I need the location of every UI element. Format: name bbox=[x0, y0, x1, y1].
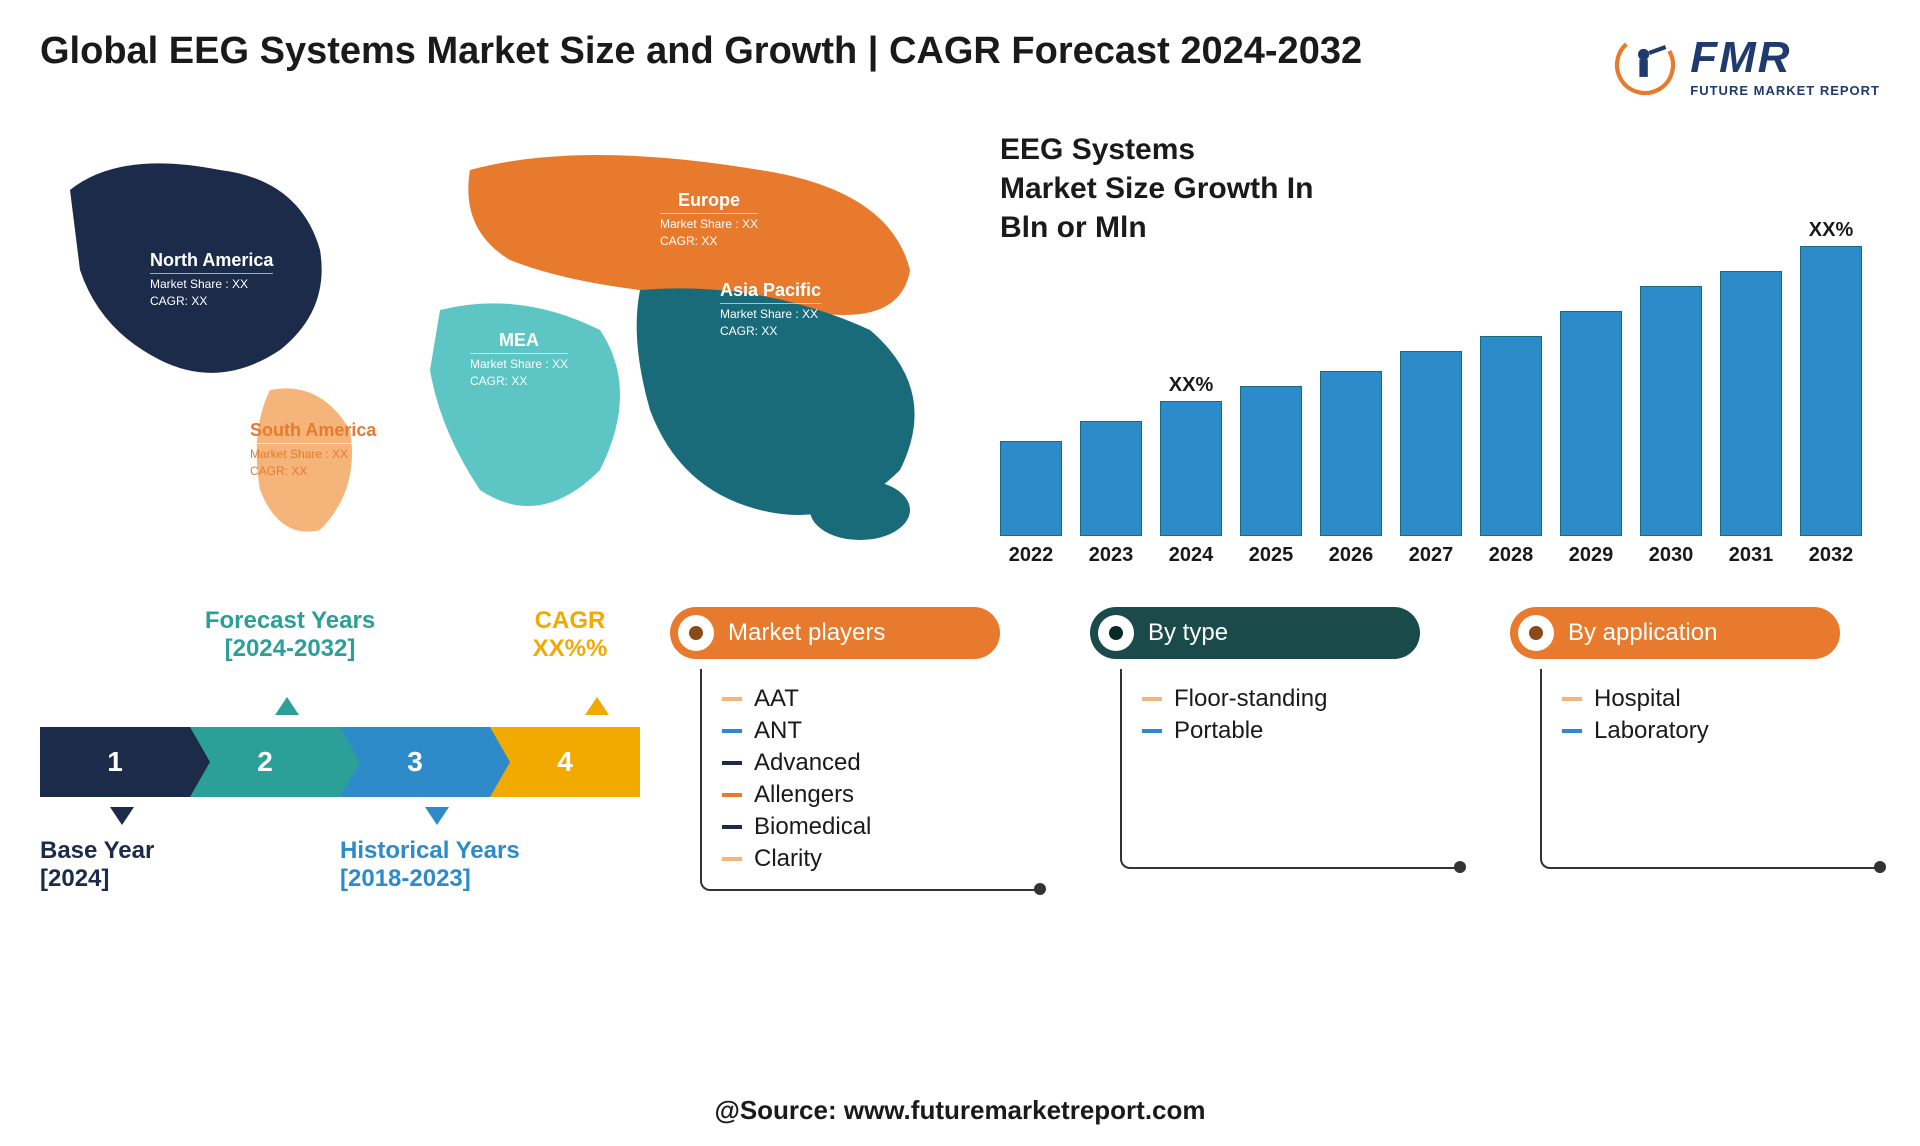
forecast-arrow-icon bbox=[275, 697, 299, 715]
category-market-players: Market players AAT ANT Advanced Allengers Bi… bbox=[670, 607, 1040, 891]
base-year-label: Base Year [2024] bbox=[40, 837, 154, 893]
category-header: Market players bbox=[670, 607, 1000, 659]
category-header: By application bbox=[1510, 607, 1840, 659]
fmr-logo-icon bbox=[1610, 30, 1680, 100]
bar-2022: 2022 bbox=[1000, 441, 1062, 567]
timeline-seg-2: 2 bbox=[190, 727, 340, 797]
base-arrow-icon bbox=[110, 807, 134, 825]
timeline-seg-1: 1 bbox=[40, 727, 190, 797]
bar-2029: 2029 bbox=[1560, 311, 1622, 567]
list-item: AAT bbox=[722, 685, 1040, 713]
list-item: ANT bbox=[722, 717, 1040, 745]
list-item: Laboratory bbox=[1562, 717, 1880, 745]
bar-2027: 2027 bbox=[1400, 351, 1462, 567]
bar-2030: 2030 bbox=[1640, 286, 1702, 567]
category-by-type: By type Floor-standing Portable bbox=[1090, 607, 1460, 891]
map-region-south-america: South AmericaMarket Share : XXCAGR: XX bbox=[250, 420, 376, 480]
bar-2025: 2025 bbox=[1240, 386, 1302, 567]
list-item: Portable bbox=[1142, 717, 1460, 745]
list-item: Biomedical bbox=[722, 813, 1040, 841]
logo: FMR FUTURE MARKET REPORT bbox=[1610, 30, 1880, 100]
bar-2031: 2031 bbox=[1720, 271, 1782, 567]
chart-title: EEG Systems Market Size Growth In Bln or… bbox=[1000, 130, 1880, 247]
map-region-north-america: North AmericaMarket Share : XXCAGR: XX bbox=[150, 250, 273, 310]
historical-label: Historical Years [2018-2023] bbox=[340, 837, 520, 893]
map-region-europe: EuropeMarket Share : XXCAGR: XX bbox=[660, 190, 758, 250]
timeline-seg-3: 3 bbox=[340, 727, 490, 797]
bar-2028: 2028 bbox=[1480, 336, 1542, 567]
map-region-asia-pacific: Asia PacificMarket Share : XXCAGR: XX bbox=[720, 280, 821, 340]
bar-chart: EEG Systems Market Size Growth In Bln or… bbox=[1000, 130, 1880, 567]
cagr-label: CAGR XX%% bbox=[500, 607, 640, 663]
list-item: Floor-standing bbox=[1142, 685, 1460, 713]
bar-2023: 2023 bbox=[1080, 421, 1142, 567]
timeline-seg-4: 4 bbox=[490, 727, 640, 797]
source-text: @Source: www.futuremarketreport.com bbox=[714, 1095, 1205, 1126]
bar-2032: XX%2032 bbox=[1800, 246, 1862, 567]
list-item: Hospital bbox=[1562, 685, 1880, 713]
forecast-label: Forecast Years [2024-2032] bbox=[190, 607, 390, 663]
logo-subtitle: FUTURE MARKET REPORT bbox=[1690, 83, 1880, 98]
category-header: By type bbox=[1090, 607, 1420, 659]
list-item: Advanced bbox=[722, 749, 1040, 777]
historical-arrow-icon bbox=[425, 807, 449, 825]
world-map: North AmericaMarket Share : XXCAGR: XX So… bbox=[40, 130, 960, 550]
cagr-arrow-icon bbox=[585, 697, 609, 715]
timeline: Forecast Years [2024-2032] CAGR XX%% 1 2… bbox=[40, 607, 640, 927]
page-title: Global EEG Systems Market Size and Growt… bbox=[40, 30, 1362, 73]
bar-2026: 2026 bbox=[1320, 371, 1382, 567]
logo-text: FMR bbox=[1690, 33, 1880, 83]
category-by-application: By application Hospital Laboratory bbox=[1510, 607, 1880, 891]
list-item: Clarity bbox=[722, 845, 1040, 873]
bar-2024: XX%2024 bbox=[1160, 401, 1222, 567]
map-region-mea: MEAMarket Share : XXCAGR: XX bbox=[470, 330, 568, 390]
list-item: Allengers bbox=[722, 781, 1040, 809]
